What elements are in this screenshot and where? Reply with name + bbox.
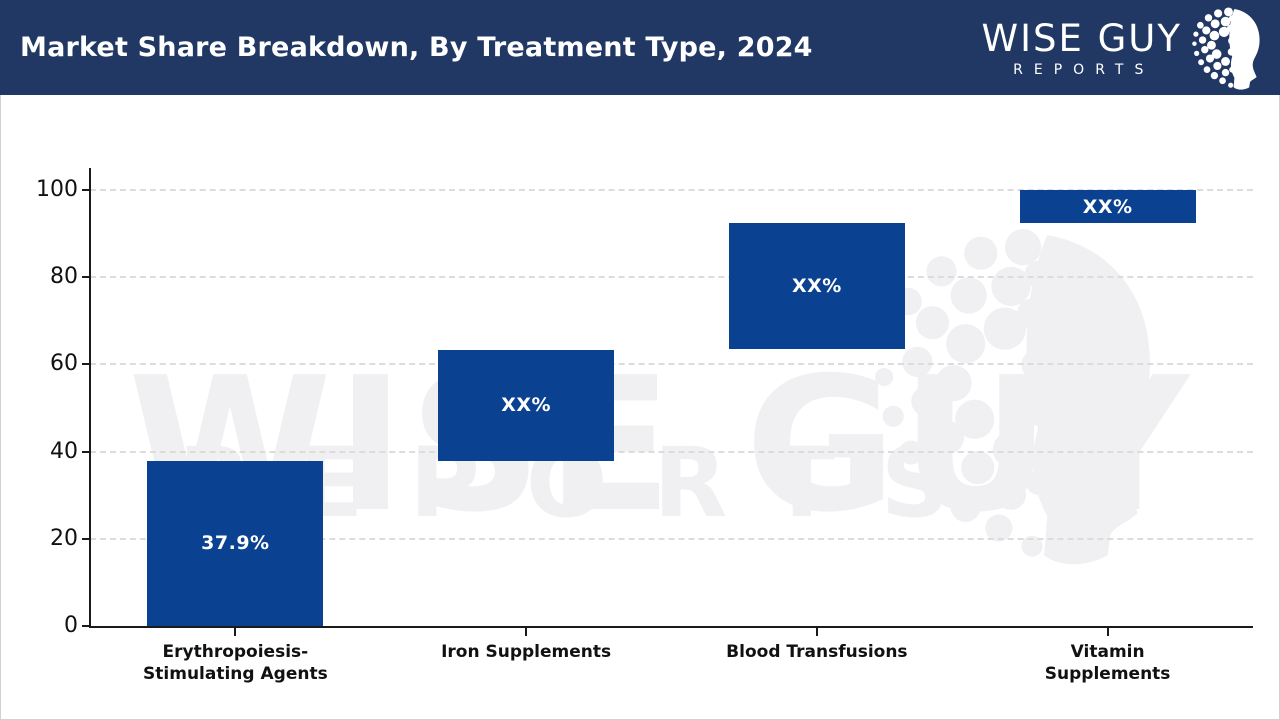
ytick-mark-20 <box>82 537 90 540</box>
bar-value-label: XX% <box>791 275 842 298</box>
gridline-80 <box>90 276 1253 279</box>
y-axis-spine <box>89 168 91 628</box>
ytick-mark-0 <box>82 625 90 627</box>
ytick-mark-40 <box>82 450 90 453</box>
gridline-60 <box>90 363 1253 366</box>
xtick-mark-0 <box>234 628 237 636</box>
category-label-2: Blood Transfusions <box>726 642 908 662</box>
wise-guy-reports-logo: WISE GUY REPORTS <box>982 6 1280 91</box>
category-label-3: Vitamin Supplements <box>1044 642 1171 685</box>
bar-segment: 37.9% <box>147 460 324 626</box>
x-axis-spine <box>89 626 1253 628</box>
xtick-mark-1 <box>525 628 528 636</box>
ytick-mark-80 <box>82 276 90 279</box>
logo-wordmark: WISE GUY <box>981 17 1182 60</box>
gridline-40 <box>90 450 1253 453</box>
ytick-mark-100 <box>82 188 90 191</box>
bar-value-label: XX% <box>1082 195 1133 218</box>
bar-segment: XX% <box>1019 189 1196 224</box>
xtick-mark-2 <box>815 628 818 636</box>
ytick-label-20: 20 <box>50 525 78 551</box>
gridline-20 <box>90 537 1253 540</box>
bar-segment: XX% <box>438 350 615 461</box>
bar-segment: XX% <box>728 223 905 349</box>
gridline-100 <box>90 188 1253 191</box>
dotted-head-icon <box>1190 6 1264 91</box>
ytick-label-80: 80 <box>50 264 78 290</box>
header-bar: Market Share Breakdown, By Treatment Typ… <box>0 0 1280 95</box>
logo-reports-text: REPORTS <box>1013 62 1155 78</box>
ytick-mark-60 <box>82 363 90 366</box>
bar-value-label: XX% <box>501 394 552 417</box>
logo-text: WISE GUY REPORTS <box>982 20 1182 77</box>
category-label-0: Erythropoiesis- Stimulating Agents <box>143 642 328 685</box>
ytick-label-40: 40 <box>50 438 78 464</box>
ytick-label-0: 0 <box>64 613 78 638</box>
category-label-1: Iron Supplements <box>441 642 612 662</box>
page-title: Market Share Breakdown, By Treatment Typ… <box>20 32 813 63</box>
ytick-label-100: 100 <box>36 176 78 202</box>
ytick-label-60: 60 <box>50 351 78 377</box>
xtick-mark-3 <box>1106 628 1109 636</box>
bar-value-label: 37.9% <box>201 532 270 555</box>
